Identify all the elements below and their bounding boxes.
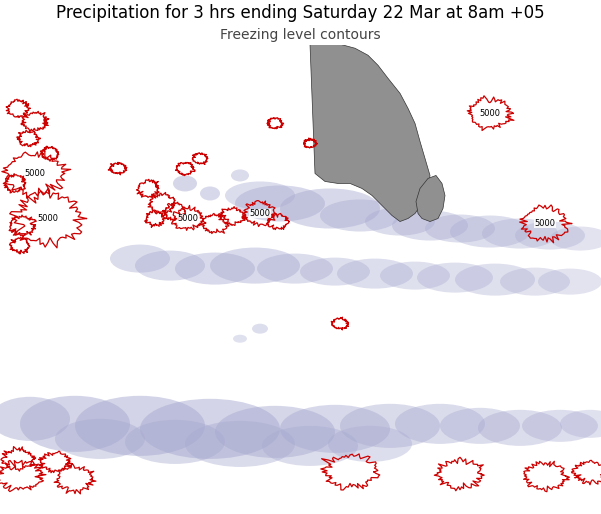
Ellipse shape <box>500 268 570 296</box>
Ellipse shape <box>252 324 268 334</box>
Text: Freezing level contours: Freezing level contours <box>220 28 381 42</box>
Ellipse shape <box>231 170 249 181</box>
Ellipse shape <box>173 175 197 192</box>
Text: 5000: 5000 <box>534 219 555 228</box>
Ellipse shape <box>538 269 601 295</box>
Ellipse shape <box>0 397 70 441</box>
Ellipse shape <box>395 404 485 444</box>
Ellipse shape <box>75 396 205 456</box>
Ellipse shape <box>125 420 225 464</box>
Ellipse shape <box>550 227 601 250</box>
Text: 5000: 5000 <box>480 109 501 118</box>
Ellipse shape <box>522 410 598 442</box>
Ellipse shape <box>440 408 520 444</box>
Ellipse shape <box>560 410 601 438</box>
Text: 5000: 5000 <box>25 169 46 178</box>
Ellipse shape <box>337 259 413 289</box>
Ellipse shape <box>20 396 130 452</box>
Polygon shape <box>416 175 445 222</box>
Ellipse shape <box>235 186 325 222</box>
Ellipse shape <box>200 187 220 200</box>
Ellipse shape <box>340 404 440 448</box>
Text: Precipitation for 3 hrs ending Saturday 22 Mar at 8am +05: Precipitation for 3 hrs ending Saturday … <box>56 4 545 22</box>
Polygon shape <box>310 44 430 222</box>
Ellipse shape <box>280 405 390 453</box>
Ellipse shape <box>55 419 145 459</box>
Ellipse shape <box>225 181 295 210</box>
Ellipse shape <box>262 426 358 466</box>
Ellipse shape <box>210 248 300 284</box>
Ellipse shape <box>455 264 535 296</box>
Ellipse shape <box>135 250 205 281</box>
Ellipse shape <box>175 252 255 285</box>
Text: 5000: 5000 <box>177 214 198 223</box>
Ellipse shape <box>478 410 562 446</box>
Text: 5000: 5000 <box>249 209 270 218</box>
Ellipse shape <box>257 253 333 284</box>
Ellipse shape <box>140 399 280 459</box>
Ellipse shape <box>300 258 370 286</box>
Ellipse shape <box>365 208 435 235</box>
Ellipse shape <box>450 215 530 248</box>
Ellipse shape <box>233 335 247 343</box>
Ellipse shape <box>515 222 585 250</box>
Ellipse shape <box>482 218 558 249</box>
Ellipse shape <box>328 426 412 462</box>
Ellipse shape <box>332 114 348 123</box>
Ellipse shape <box>425 214 495 243</box>
Text: 5000: 5000 <box>37 214 58 223</box>
Ellipse shape <box>417 263 493 292</box>
Ellipse shape <box>320 199 400 231</box>
Ellipse shape <box>380 262 450 289</box>
Ellipse shape <box>392 211 468 241</box>
Ellipse shape <box>215 406 335 458</box>
Ellipse shape <box>110 245 170 272</box>
Ellipse shape <box>280 189 380 229</box>
Ellipse shape <box>185 421 295 467</box>
